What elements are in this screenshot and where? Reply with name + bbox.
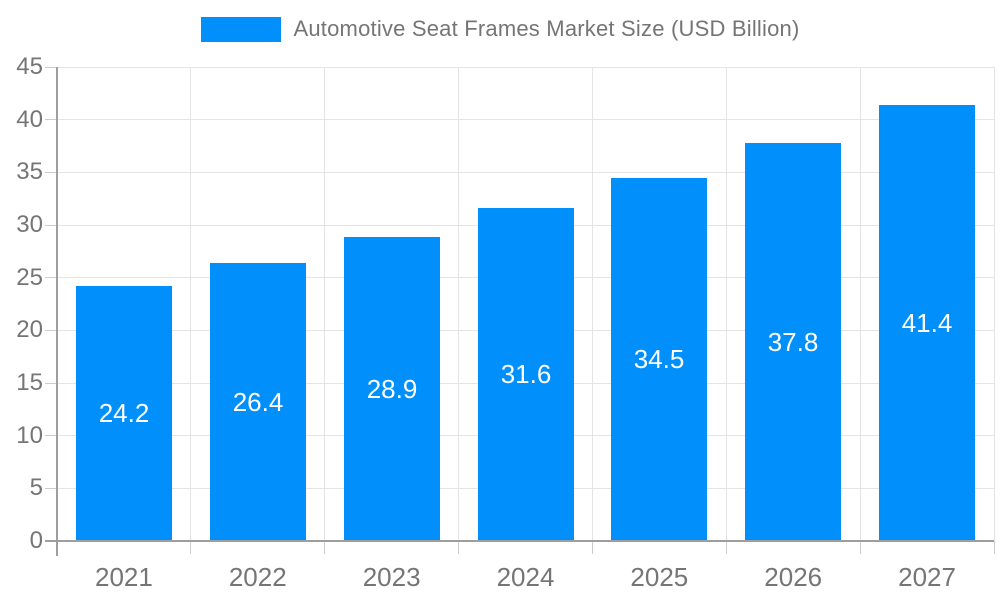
legend: Automotive Seat Frames Market Size (USD … bbox=[0, 16, 1000, 42]
bar-2025[interactable]: 34.5 bbox=[611, 178, 707, 541]
y-axis-label: 10 bbox=[16, 421, 43, 449]
bar-value-label: 28.9 bbox=[366, 373, 418, 404]
gridline-horizontal bbox=[57, 66, 994, 68]
gridline-vertical bbox=[859, 67, 861, 541]
bar-2024[interactable]: 31.6 bbox=[478, 208, 574, 541]
x-axis-tick bbox=[993, 541, 995, 554]
legend-label: Automotive Seat Frames Market Size (USD … bbox=[293, 16, 800, 41]
bar-value-label: 31.6 bbox=[500, 359, 552, 389]
y-axis-label: 20 bbox=[16, 316, 43, 344]
gridline-vertical bbox=[458, 67, 460, 541]
x-axis-tick bbox=[458, 541, 460, 554]
y-axis-tick bbox=[45, 277, 57, 279]
gridline-vertical bbox=[190, 67, 192, 541]
bar-2022[interactable]: 26.4 bbox=[210, 263, 306, 541]
bar-2023[interactable]: 28.9 bbox=[344, 237, 440, 541]
bar-value-label: 37.8 bbox=[767, 326, 819, 357]
bar-value-label: 34.5 bbox=[633, 344, 685, 374]
y-axis-tick bbox=[45, 119, 57, 121]
gridline-vertical bbox=[725, 67, 727, 541]
y-axis-label: 25 bbox=[16, 263, 43, 291]
bar-2021[interactable]: 24.2 bbox=[76, 286, 172, 541]
bar-2027[interactable]: 41.4 bbox=[879, 105, 975, 541]
gridline-vertical bbox=[324, 67, 326, 541]
y-axis-tick bbox=[45, 224, 57, 226]
y-axis-label: 30 bbox=[16, 211, 43, 238]
x-axis-tick bbox=[859, 541, 861, 554]
y-axis-label: 15 bbox=[16, 369, 43, 396]
x-axis-label: 2026 bbox=[764, 562, 823, 592]
x-axis-line bbox=[45, 540, 994, 542]
x-axis-label: 2024 bbox=[496, 562, 555, 592]
x-axis-tick bbox=[190, 541, 192, 554]
y-axis-tick bbox=[45, 66, 57, 68]
x-axis-tick bbox=[725, 541, 727, 554]
y-axis-label: 35 bbox=[16, 158, 43, 186]
bar-2026[interactable]: 37.8 bbox=[745, 143, 841, 541]
gridline-vertical bbox=[591, 67, 593, 541]
y-axis-tick bbox=[45, 487, 57, 489]
legend-swatch-icon bbox=[200, 16, 281, 42]
y-axis-label: 0 bbox=[29, 527, 43, 554]
x-axis-label: 2027 bbox=[898, 562, 956, 592]
x-axis-label: 2021 bbox=[95, 562, 153, 592]
bar-value-label: 24.2 bbox=[98, 398, 150, 428]
y-axis-label: 45 bbox=[16, 53, 43, 80]
y-axis-tick bbox=[45, 329, 57, 331]
y-axis-label: 40 bbox=[16, 105, 43, 133]
x-axis-tick bbox=[324, 541, 326, 554]
gridline-horizontal bbox=[57, 171, 994, 173]
gridline-horizontal bbox=[57, 119, 994, 121]
gridline-vertical bbox=[993, 67, 995, 541]
x-axis-label: 2022 bbox=[228, 562, 287, 592]
y-axis-tick bbox=[45, 435, 57, 437]
x-axis-label: 2023 bbox=[362, 562, 421, 592]
x-axis-tick bbox=[591, 541, 593, 554]
y-axis-line bbox=[56, 67, 58, 556]
y-axis-label: 5 bbox=[29, 474, 43, 502]
x-axis-label: 2025 bbox=[630, 562, 689, 592]
bar-value-label: 41.4 bbox=[901, 307, 953, 338]
y-axis-tick bbox=[45, 171, 57, 173]
y-axis-tick bbox=[45, 382, 57, 384]
bar-value-label: 26.4 bbox=[232, 386, 284, 417]
legend-item[interactable]: Automotive Seat Frames Market Size (USD … bbox=[200, 16, 800, 42]
